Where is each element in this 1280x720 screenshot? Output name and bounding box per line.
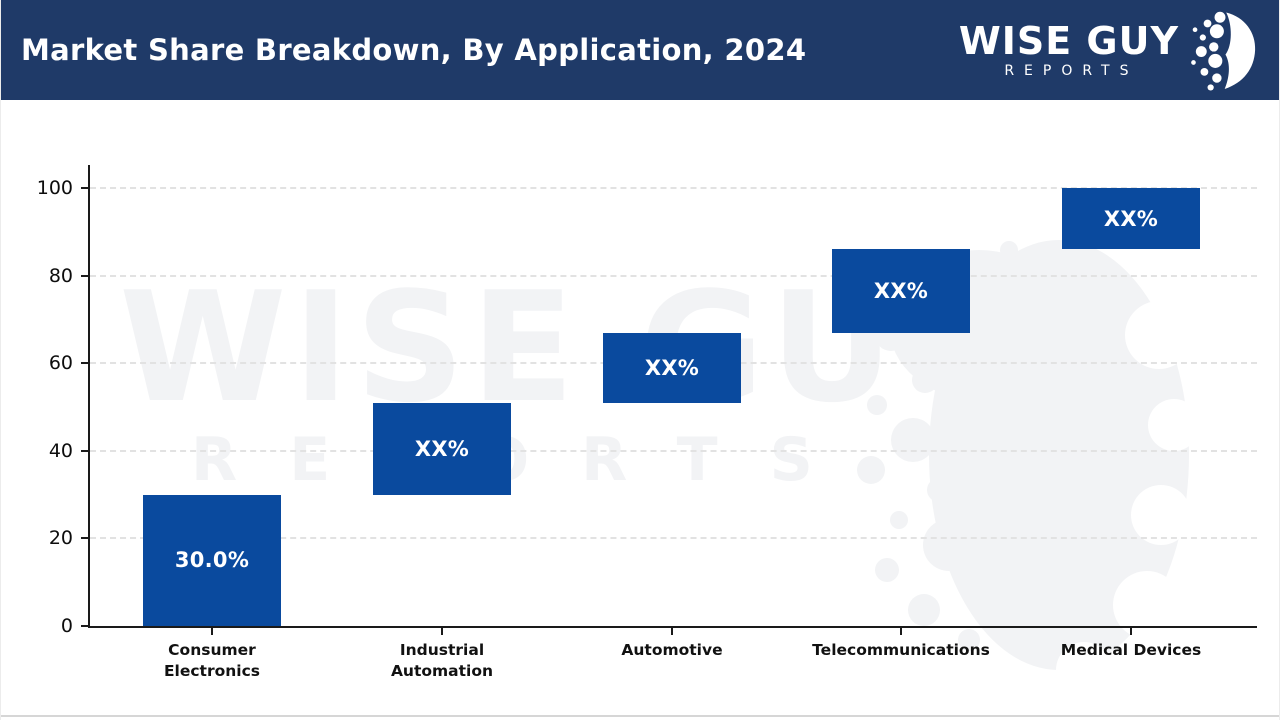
y-axis-tick xyxy=(81,274,88,277)
bar-value-label: 30.0% xyxy=(174,548,250,573)
bar-value-label: XX% xyxy=(1103,206,1159,231)
brand-logo-name: WISE GUY xyxy=(958,19,1179,63)
y-axis-tick xyxy=(81,362,88,365)
x-axis-category-label: Consumer Electronics xyxy=(97,640,327,682)
y-axis-tick xyxy=(81,449,88,452)
y-axis-tick-label: 60 xyxy=(48,352,73,375)
watermark-reports-text: REPORTS xyxy=(191,425,865,495)
x-axis-category-label: Automotive xyxy=(557,640,787,661)
category-label-line: Industrial xyxy=(399,641,485,659)
category-label-line: Electronics xyxy=(163,661,261,680)
y-axis-tick-label: 20 xyxy=(48,527,73,550)
category-label-line: Consumer xyxy=(168,641,256,659)
x-axis-line xyxy=(88,626,1257,628)
category-label-line: Automation xyxy=(390,661,494,680)
category-label-line: Medical Devices xyxy=(1060,641,1202,659)
x-axis-category-label: Telecommunications xyxy=(786,640,1016,661)
y-axis-tick-label: 40 xyxy=(48,439,73,462)
category-label-line: Automotive xyxy=(621,641,723,659)
page-title: Market Share Breakdown, By Application, … xyxy=(21,33,807,67)
gridline xyxy=(90,449,1257,452)
y-axis-tick xyxy=(81,537,88,540)
bar-value-label: XX% xyxy=(644,355,700,380)
brand-logo-text: WISE GUY REPORTS xyxy=(959,22,1179,78)
bar-value-label: XX% xyxy=(414,436,470,461)
gridline xyxy=(90,537,1257,540)
y-axis-line xyxy=(88,165,90,628)
waterfall-bar: XX% xyxy=(603,332,741,403)
bottom-divider xyxy=(1,715,1279,717)
waterfall-bar: XX% xyxy=(1062,188,1200,250)
bar-value-label: XX% xyxy=(873,278,929,303)
gridline xyxy=(90,187,1257,189)
x-axis-category-label: Industrial Automation xyxy=(327,640,557,682)
gridline xyxy=(90,274,1257,277)
x-axis-tick xyxy=(211,628,213,635)
x-axis-tick xyxy=(671,628,673,635)
header-bar: Market Share Breakdown, By Application, … xyxy=(1,0,1279,100)
y-axis-tick xyxy=(81,187,88,189)
brand-logo-subtitle: REPORTS xyxy=(1004,63,1139,79)
y-axis-tick-label: 100 xyxy=(36,177,73,199)
waterfall-bar: 30.0% xyxy=(143,494,281,626)
category-label-line: Telecommunications xyxy=(812,641,990,659)
x-axis-tick xyxy=(1130,628,1132,635)
x-axis-category-label: Medical Devices xyxy=(1016,640,1246,661)
brand-face-icon xyxy=(1191,11,1256,91)
x-axis-tick xyxy=(900,628,902,635)
brand-logo: WISE GUY REPORTS xyxy=(959,6,1259,94)
y-axis-tick-label: 0 xyxy=(60,615,73,637)
x-axis-tick xyxy=(441,628,443,635)
y-axis-tick xyxy=(81,625,88,627)
waterfall-bar: XX% xyxy=(832,249,970,333)
y-axis-tick-label: 80 xyxy=(48,264,73,287)
waterfall-bar: XX% xyxy=(373,402,511,495)
